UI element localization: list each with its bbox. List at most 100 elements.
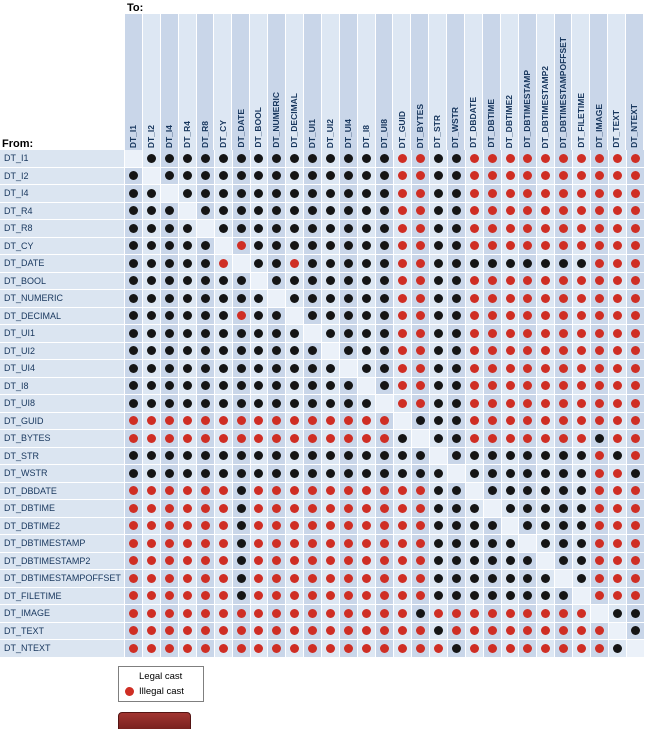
matrix-cell [376,360,394,378]
column-header: DT_DBTIME [482,14,501,150]
matrix-cell [286,517,305,535]
illegal-cast-dot [631,591,641,601]
legend: Legal cast Illegal cast [118,666,204,702]
matrix-cell [609,465,628,483]
matrix-cell [411,500,430,518]
illegal-cast-dot [146,573,156,583]
legal-cast-dot [290,241,300,251]
matrix-cell [447,237,466,255]
illegal-cast-dot [415,503,425,513]
legal-cast-dot [559,556,569,566]
legal-cast-dot [254,188,264,198]
illegal-cast-dot [577,346,587,356]
matrix-cell [214,570,233,588]
matrix-cell [160,570,179,588]
legal-cast-dot [218,311,228,321]
illegal-cast-dot [577,153,587,163]
legal-cast-dot [451,381,461,391]
matrix-cell [142,237,161,255]
matrix-cell [465,290,484,308]
matrix-cell [609,430,628,448]
legal-cast-dot [344,468,354,478]
illegal-cast-dot [559,206,569,216]
legal-cast-dot [326,276,336,286]
matrix-cell [286,500,305,518]
illegal-cast-dot [272,538,282,548]
illegal-cast-dot [487,293,497,303]
matrix-cell [196,185,215,203]
matrix-cell [447,202,466,220]
legal-cast-dot [236,363,246,373]
matrix-cell [232,622,251,640]
illegal-cast-dot [505,223,515,233]
matrix-cell [591,430,610,448]
illegal-cast-dot [523,626,533,636]
legal-cast-dot [326,468,336,478]
illegal-cast-dot [541,433,551,443]
matrix-cell [304,535,323,553]
legal-cast-dot [415,416,425,426]
legal-cast-dot [451,206,461,216]
illegal-cast-dot [613,241,623,251]
illegal-cast-dot [487,241,497,251]
illegal-cast-dot [631,363,641,373]
matrix-cell [393,377,412,395]
matrix-cell [447,377,466,395]
matrix-cell [286,290,305,308]
matrix-cell [286,307,305,325]
matrix-cell [178,465,197,483]
legal-cast-dot [182,346,192,356]
matrix-cell [627,290,645,308]
matrix-cell [429,517,448,535]
matrix-cell [142,360,161,378]
matrix-cell [340,202,359,220]
matrix-cell [178,447,197,465]
legal-cast-dot [272,328,282,338]
legal-cast-dot [433,293,443,303]
illegal-cast-dot [397,643,407,653]
matrix-cell [250,535,269,553]
matrix-cell [125,412,143,430]
column-header: DT_DBTIME2 [500,14,519,150]
legal-cast-dot [128,276,138,286]
illegal-cast-dot [577,311,587,321]
illegal-cast-dot [362,503,372,513]
illegal-cast-dot [272,486,282,496]
matrix-cell [214,622,233,640]
matrix-cell [304,587,323,605]
matrix-cell [196,237,215,255]
matrix-cell [447,447,466,465]
illegal-cast-dot [236,626,246,636]
matrix-cell [411,570,430,588]
illegal-cast-dot [164,608,174,618]
matrix-cell [232,290,251,308]
column-header-label: DT_STR [432,114,443,148]
matrix-cell [322,307,341,325]
legal-cast-dot [379,451,389,461]
matrix-cell [591,202,610,220]
matrix-cell [160,342,179,360]
matrix-cell [555,570,574,588]
legal-cast-dot [451,398,461,408]
column-header: DT_FILETIME [572,14,591,150]
legal-cast-dot [523,573,533,583]
illegal-cast-dot [595,486,605,496]
matrix-cell [214,272,233,290]
matrix-cell [393,272,412,290]
matrix-cell [160,255,179,273]
legal-cast-dot [362,363,372,373]
matrix-cell [125,465,143,483]
matrix-cell [393,360,412,378]
illegal-cast-dot [236,416,246,426]
illegal-cast-dot [541,171,551,181]
legal-cast-dot [326,398,336,408]
legal-cast-dot [362,223,372,233]
matrix-cell [393,412,412,430]
matrix-cell [465,482,484,500]
matrix-cell [196,395,215,413]
matrix-cell [483,377,502,395]
matrix-cell [196,325,215,343]
matrix-cell [250,272,269,290]
legal-cast-dot [469,556,479,566]
illegal-cast-dot [469,346,479,356]
